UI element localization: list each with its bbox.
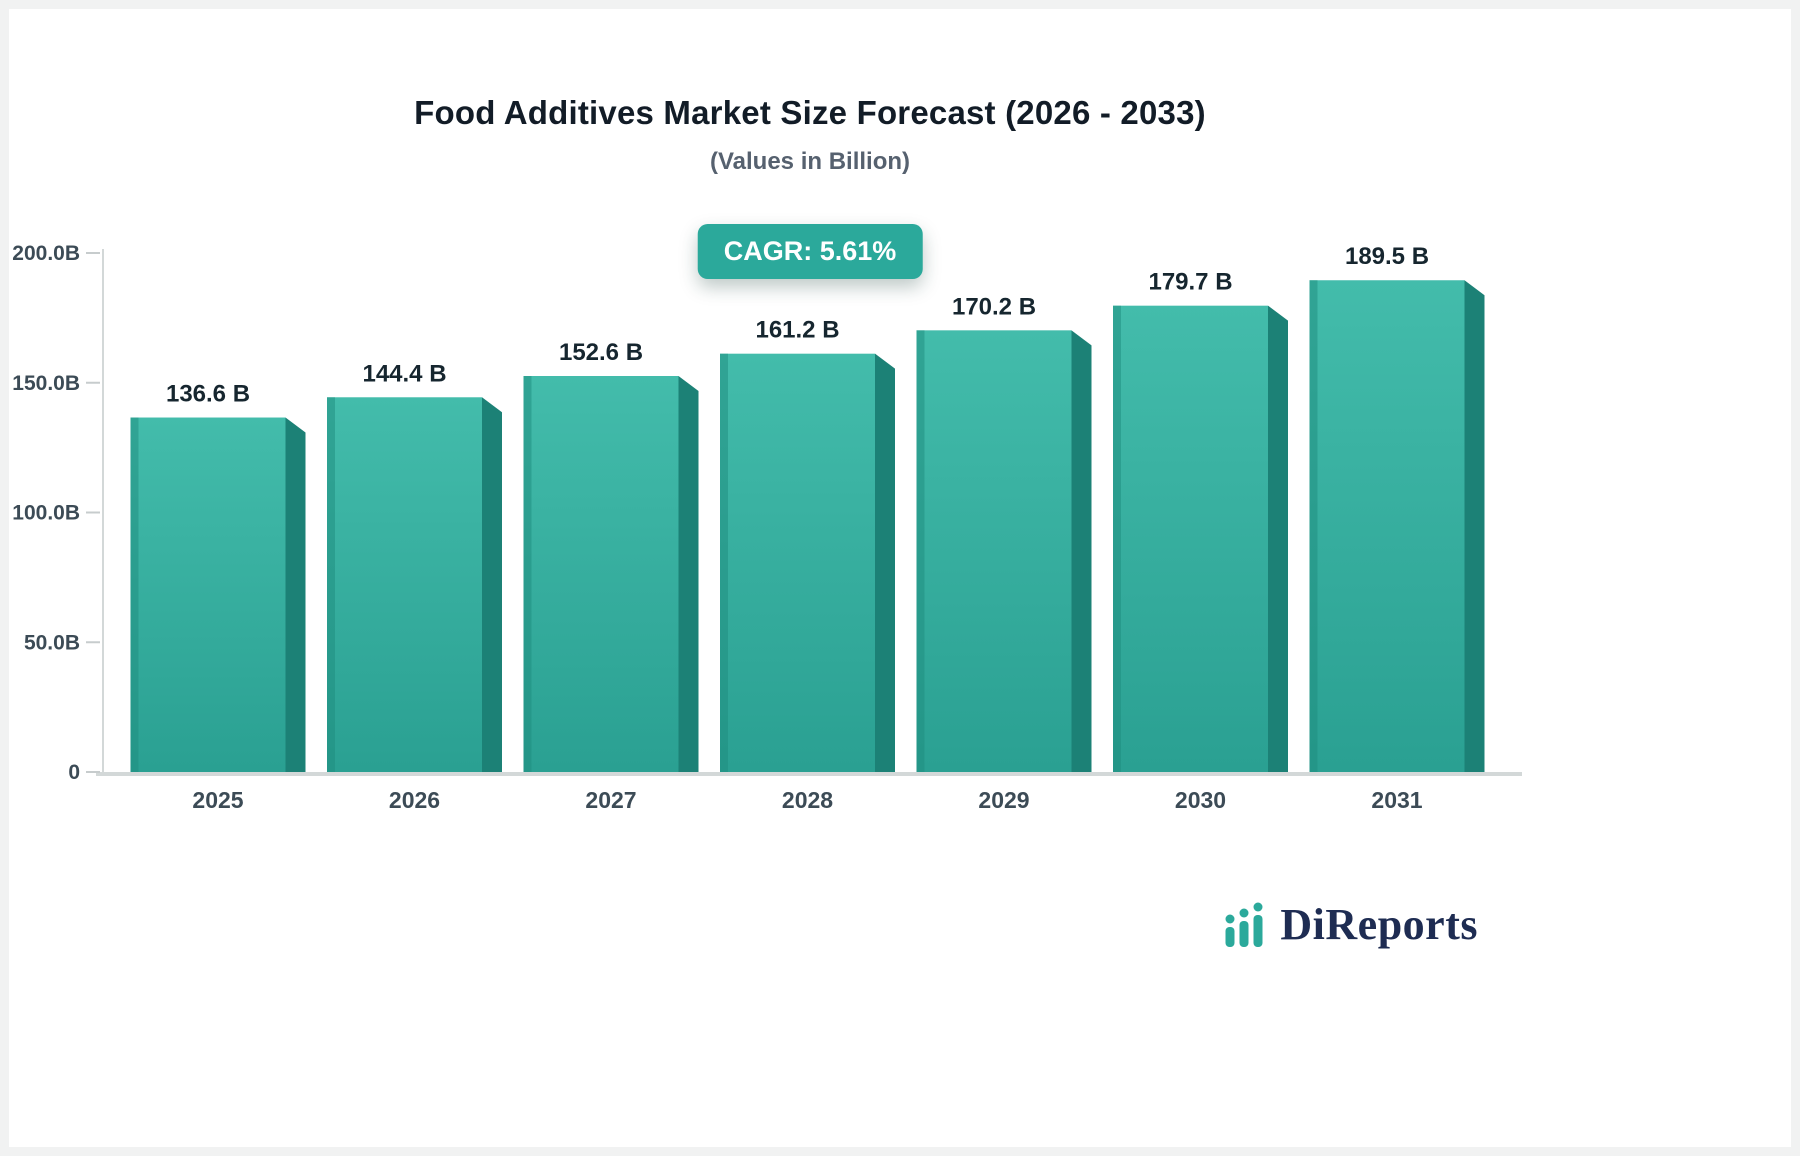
- bar-left-shade: [1113, 305, 1121, 772]
- x-axis-label: 2027: [585, 787, 636, 813]
- bar: [1113, 305, 1268, 772]
- bar-side-face: [482, 397, 502, 772]
- bar-side-face: [678, 376, 699, 772]
- bar-value-label: 144.4 B: [362, 360, 446, 387]
- bar: [130, 417, 286, 772]
- bar-value-label: 161.2 B: [755, 317, 839, 344]
- bar: [916, 330, 1072, 772]
- bar-side-face: [1464, 280, 1485, 772]
- bar-group: 144.4 B 2026: [327, 360, 502, 813]
- bar: [1309, 280, 1465, 772]
- brand-logo: DiReports: [1223, 897, 1478, 947]
- y-tick-label: 50.0B: [24, 631, 80, 654]
- bar-chart: 200.0B 150.0B 100.0B 50.0B 0 136.6 B 2025 144.4…: [12, 242, 1522, 813]
- x-axis-label: 2026: [389, 787, 440, 813]
- bar-side-face: [875, 353, 895, 772]
- bar-group: 152.6 B 2027: [523, 339, 699, 813]
- brand-name: DiReports: [1280, 900, 1478, 949]
- bar: [523, 376, 679, 772]
- y-tick-label: 100.0B: [12, 502, 80, 525]
- y-tick-label: 150.0B: [12, 372, 80, 395]
- bar-group: 136.6 B 2025: [130, 381, 306, 813]
- bar-group: 161.2 B 2028: [720, 317, 895, 813]
- bar-side-face: [285, 417, 306, 772]
- bar-value-label: 170.2 B: [952, 293, 1036, 320]
- bar: [720, 353, 875, 772]
- x-axis-label: 2025: [192, 787, 243, 813]
- bar-value-label: 189.5 B: [1345, 243, 1429, 270]
- y-tick-label: 0: [68, 761, 80, 784]
- bar-left-shade: [1309, 280, 1318, 772]
- cagr-badge: CAGR: 5.61%: [697, 224, 923, 279]
- bar-group: 170.2 B 2029: [916, 293, 1092, 813]
- bar: [327, 397, 482, 772]
- y-tick-label: 200.0B: [12, 242, 80, 265]
- bar-value-label: 179.7 B: [1148, 269, 1232, 296]
- bar-left-shade: [720, 353, 728, 772]
- bar-value-label: 136.6 B: [166, 381, 250, 408]
- bar-left-shade: [327, 397, 335, 772]
- bar-left-shade: [916, 330, 925, 772]
- x-axis-label: 2028: [782, 787, 833, 813]
- x-axis-label: 2029: [978, 787, 1029, 813]
- bar-chart-logo-icon: [1225, 902, 1263, 947]
- x-axis-label: 2031: [1371, 787, 1422, 813]
- bar-side-face: [1071, 330, 1092, 772]
- chart-title: Food Additives Market Size Forecast (202…: [414, 94, 1206, 131]
- bar-left-shade: [130, 417, 139, 772]
- bar-group: 189.5 B 2031: [1309, 243, 1485, 813]
- bar-left-shade: [523, 376, 532, 772]
- bar-value-label: 152.6 B: [559, 339, 643, 366]
- bar-side-face: [1268, 305, 1288, 772]
- chart-subtitle: (Values in Billion): [709, 148, 911, 175]
- x-axis-label: 2030: [1175, 787, 1226, 813]
- bar-group: 179.7 B 2030: [1113, 269, 1288, 813]
